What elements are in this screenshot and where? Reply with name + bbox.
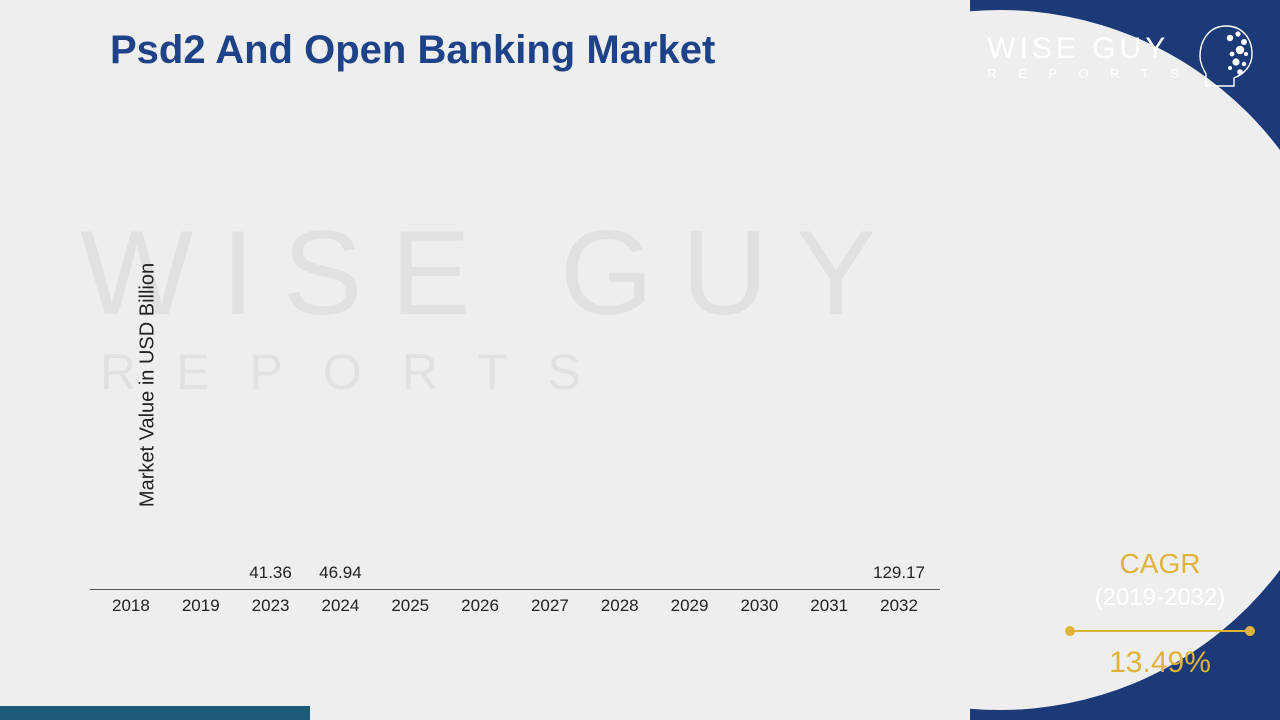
chart-title: Psd2 And Open Banking Market	[110, 28, 715, 73]
x-tick-label: 2031	[794, 590, 864, 620]
x-tick-label: 2026	[445, 590, 515, 620]
x-tick-label: 2019	[166, 590, 236, 620]
bottom-accent-bar	[0, 706, 310, 720]
bar-chart: Market Value in USD Billion 41.3646.9412…	[70, 150, 940, 620]
cagr-period: (2019-2032)	[1040, 584, 1280, 612]
x-tick-label: 2023	[236, 590, 306, 620]
cagr-label: CAGR	[1040, 548, 1280, 580]
cagr-block: CAGR (2019-2032) 13.49%	[1040, 548, 1280, 680]
x-tick-label: 2028	[585, 590, 655, 620]
bar-value-label: 129.17	[873, 563, 925, 583]
cagr-divider	[1070, 630, 1250, 632]
x-tick-label: 2025	[375, 590, 445, 620]
bar-value-label: 46.94	[319, 563, 362, 583]
x-tick-label: 2029	[655, 590, 725, 620]
bars-container: 41.36 46.94 129.17	[90, 150, 940, 589]
plot-area: 41.36 46.94 129.17	[90, 150, 940, 590]
figure-canvas: WISE GUY REPORTS Psd2 And Open Banking M…	[0, 0, 1280, 720]
x-tick-label: 2018	[96, 590, 166, 620]
cagr-value: 13.49%	[1040, 646, 1280, 680]
x-tick-label: 2030	[724, 590, 794, 620]
brand-name: WISE GUY	[987, 33, 1188, 65]
x-axis-labels: 2018201920232024202520262027202820292030…	[90, 590, 940, 620]
brand-text-block: WISE GUY R E P O R T S	[987, 33, 1188, 82]
brand-sub: R E P O R T S	[987, 66, 1188, 81]
brand-head-icon	[1196, 24, 1256, 90]
bar-value-label: 41.36	[249, 563, 292, 583]
x-tick-label: 2032	[864, 590, 934, 620]
brand-logo: WISE GUY R E P O R T S	[987, 24, 1256, 90]
x-tick-label: 2024	[305, 590, 375, 620]
x-tick-label: 2027	[515, 590, 585, 620]
